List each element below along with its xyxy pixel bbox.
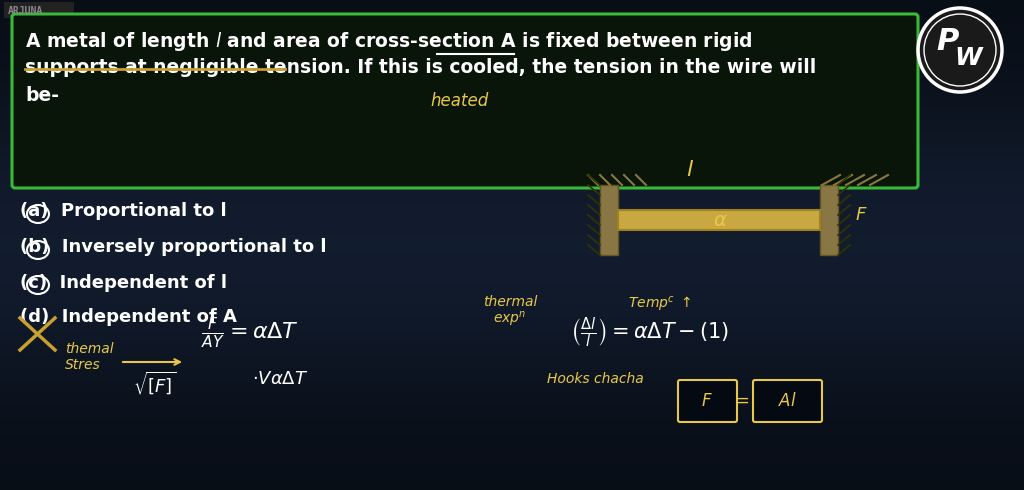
Text: (c)  Independent of l: (c) Independent of l: [20, 274, 227, 292]
Text: thermal: thermal: [482, 295, 538, 309]
Text: exp$^{n}$: exp$^{n}$: [494, 310, 526, 329]
Text: (b)  Inversely proportional to l: (b) Inversely proportional to l: [20, 238, 327, 256]
Text: W: W: [954, 46, 982, 70]
Text: A metal of length $l$ and area of cross-section A is fixed between rigid: A metal of length $l$ and area of cross-…: [25, 30, 753, 53]
Bar: [618, 210, 820, 230]
Bar: [600, 185, 618, 255]
Text: =: =: [735, 392, 749, 410]
Text: (a)  Proportional to l: (a) Proportional to l: [20, 202, 226, 220]
Text: $\frac{F}{AY} = \alpha \Delta T$: $\frac{F}{AY} = \alpha \Delta T$: [201, 315, 299, 350]
Text: F: F: [856, 206, 866, 224]
Text: $\alpha$: $\alpha$: [713, 211, 727, 229]
Text: Stres: Stres: [65, 358, 100, 372]
Bar: [820, 185, 838, 255]
Text: heated: heated: [431, 92, 489, 110]
Text: P: P: [937, 27, 959, 56]
Text: $\sqrt{[F]}$: $\sqrt{[F]}$: [133, 370, 176, 397]
Text: ARJUNA: ARJUNA: [8, 6, 43, 16]
Text: $Al$: $Al$: [777, 392, 797, 410]
FancyBboxPatch shape: [753, 380, 822, 422]
Text: supports at negligible tension. If this is cooled, the tension in the wire will: supports at negligible tension. If this …: [25, 58, 816, 77]
Text: (d)  Independent of A: (d) Independent of A: [20, 308, 237, 326]
Text: $F$: $F$: [701, 392, 713, 410]
Text: themal: themal: [65, 342, 114, 356]
FancyBboxPatch shape: [4, 2, 74, 18]
FancyBboxPatch shape: [12, 14, 918, 188]
Text: be-: be-: [25, 86, 59, 105]
FancyBboxPatch shape: [678, 380, 737, 422]
Text: Hooks chacha: Hooks chacha: [547, 372, 643, 386]
Text: Temp$^{c}$ $\uparrow$: Temp$^{c}$ $\uparrow$: [629, 295, 691, 314]
Text: $\left(\frac{\Delta l}{l}\right) = \alpha \Delta T - (1)$: $\left(\frac{\Delta l}{l}\right) = \alph…: [570, 315, 730, 349]
Text: $\cdot V\alpha \Delta T$: $\cdot V\alpha \Delta T$: [252, 370, 308, 388]
Text: $l$: $l$: [686, 160, 694, 180]
Circle shape: [918, 8, 1002, 92]
